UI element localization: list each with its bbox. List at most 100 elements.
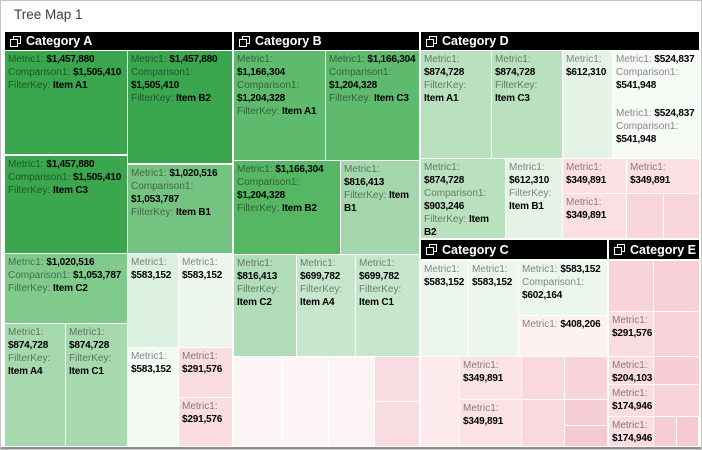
category-header-category-e[interactable]: Category E — [609, 240, 699, 259]
cell-e-small-5[interactable] — [654, 385, 699, 416]
category-header-category-a[interactable]: Category A — [5, 32, 232, 50]
cell-field: Metric1: $1,457,880 — [8, 159, 95, 170]
cell-field: Metric1: $291,576 — [182, 401, 223, 425]
cell-field: Metric1: $1,457,880 — [8, 54, 95, 65]
category-header-category-d[interactable]: Category D — [421, 32, 699, 50]
cell-a-item-c1[interactable]: Metric1: $874,728 FilterKey: Item C1 — [66, 324, 127, 446]
cell-c-583152-2[interactable]: Metric1: $583,152 — [469, 261, 518, 356]
page-title: Tree Map 1 — [14, 7, 83, 22]
cell-c-small-4[interactable] — [522, 400, 564, 446]
cell-d-item-a1[interactable]: Metric1: $874,728 FilterKey: Item A1 — [421, 51, 491, 158]
cell-field: Metric1: $174,946 — [612, 388, 653, 412]
cell-e-small-6[interactable] — [654, 417, 676, 446]
cell-e-174946-2[interactable]: Metric1: $174,946 — [609, 417, 653, 446]
cell-field: Comparison1: $1,053,787 — [131, 181, 194, 205]
cell-field: Metric1: $583,152 — [522, 264, 601, 275]
category-header-label: Category C — [442, 242, 509, 257]
cell-a-291576-2[interactable]: Metric1: $291,576 — [179, 398, 232, 446]
cell-field: Metric1: $349,891 — [463, 360, 504, 384]
cell-a-583152-1[interactable]: Metric1: $583,152 — [128, 254, 178, 347]
cell-field: Metric1: $874,728 — [8, 327, 49, 351]
cell-c-small-5[interactable] — [565, 400, 607, 425]
cell-d-item-b1[interactable]: Metric1: $612,310 FilterKey: Item B1 — [506, 159, 562, 238]
cell-field: Metric1: $408,206 — [522, 319, 601, 330]
cell-field: FilterKey: Item B2 — [131, 93, 211, 104]
cell-e-small-2[interactable] — [654, 261, 699, 311]
cell-d-small-2[interactable] — [664, 194, 699, 238]
cell-b-small-5[interactable] — [375, 402, 419, 446]
cell-a-item-a1[interactable]: Metric1: $1,457,880 Comparison1: $1,505,4… — [5, 51, 127, 154]
cell-c-583152-3[interactable]: Metric1: $583,152 Comparison1: $602,164 — [519, 261, 607, 315]
cell-d-item-c3[interactable]: Metric1: $874,728 FilterKey: Item C3 — [492, 51, 562, 158]
cell-c-small-2[interactable] — [522, 357, 564, 399]
cell-d-349891-2[interactable]: Metric1: $349,891 — [627, 159, 699, 193]
cell-e-174946-1[interactable]: Metric1: $174,946 — [609, 385, 653, 416]
cell-a-item-c2[interactable]: Metric1: $1,020,516 Comparison1: $1,053,7… — [5, 254, 127, 323]
cell-field: FilterKey: Item C1 — [69, 353, 112, 377]
cell-field: Comparison1: $1,505,410 — [8, 67, 122, 78]
cell-d-small-1[interactable] — [627, 194, 663, 238]
cell-field: Comparison1: $1,505,410 — [8, 172, 122, 183]
cell-e-204103[interactable]: Metric1: $204,103 — [609, 357, 653, 384]
cell-field: Comparison1: $903,246 — [424, 188, 487, 212]
cell-field: Metric1: $349,891 — [630, 162, 671, 186]
cell-c-349891-1[interactable]: Metric1: $349,891 — [460, 357, 521, 399]
cell-field: Metric1: $204,103 — [612, 360, 653, 384]
category-header-category-b[interactable]: Category B — [234, 32, 419, 50]
cell-a-583152-2[interactable]: Metric1: $583,152 — [179, 254, 232, 347]
category-header-label: Category B — [255, 34, 322, 48]
cell-c-small-1[interactable] — [421, 357, 459, 446]
cell-b-small-4[interactable] — [375, 357, 419, 401]
cell-c-408206[interactable]: Metric1: $408,206 — [519, 316, 607, 356]
cell-d-524837-2[interactable]: Metric1: $524,837 Comparison1: $541,948 — [613, 105, 699, 158]
cell-field: Comparison1: $1,204,328 — [237, 177, 300, 201]
drill-icon — [426, 35, 437, 47]
cell-field: FilterKey: Item C3 — [495, 80, 538, 104]
cell-field: Comparison1: $541,948 — [616, 121, 679, 145]
cell-c-small-6[interactable] — [565, 426, 607, 446]
cell-d-612310-1[interactable]: Metric1: $612,310 — [563, 51, 612, 158]
cell-field: Comparison1: $541,948 — [616, 67, 679, 91]
cell-d-349891-1[interactable]: Metric1: $349,891 — [563, 159, 626, 193]
cell-b-item-c2[interactable]: Metric1: $816,413 FilterKey: Item C2 — [234, 255, 296, 356]
cell-field: FilterKey: Item A1 — [424, 80, 467, 104]
cell-e-small-7[interactable] — [677, 417, 698, 446]
cell-a-item-b2[interactable]: Metric1: $1,457,880 Comparison1: $1,505,4… — [128, 51, 232, 163]
cell-field: Comparison1: $1,204,328 — [237, 80, 300, 104]
cell-c-349891-2[interactable]: Metric1: $349,891 — [460, 400, 521, 446]
cell-field: Metric1: $583,152 — [131, 257, 172, 281]
cell-field: Metric1: $583,152 — [182, 257, 223, 281]
cell-e-small-4[interactable] — [654, 357, 699, 384]
cell-d-349891-3[interactable]: Metric1: $349,891 — [563, 194, 626, 238]
cell-a-item-c3[interactable]: Metric1: $1,457,880 Comparison1: $1,505,4… — [5, 156, 127, 253]
cell-b-item-c1[interactable]: Metric1: $699,782 FilterKey: Item C1 — [356, 255, 419, 356]
cell-e-small-1[interactable] — [609, 261, 653, 311]
cell-d-item-b2[interactable]: Metric1: $874,728 Comparison1: $903,246 Fi… — [421, 159, 505, 238]
cell-b-small-1[interactable] — [234, 357, 282, 446]
cell-a-item-b1[interactable]: Metric1: $1,020,516 Comparison1: $1,053,7… — [128, 165, 232, 253]
cell-field: Metric1: $1,020,516 — [8, 257, 95, 268]
cell-b-item-a1[interactable]: Metric1: $1,166,304 Comparison1: $1,204,3… — [234, 51, 325, 160]
cell-b-item-a4[interactable]: Metric1: $699,782 FilterKey: Item A4 — [297, 255, 355, 356]
cell-b-item-c3[interactable]: Metric1: $1,166,304 Comparison1: $1,204,3… — [326, 51, 419, 160]
cell-c-small-3[interactable] — [565, 357, 607, 399]
cell-a-291576-1[interactable]: Metric1: $291,576 — [179, 348, 232, 397]
cell-b-item-b1[interactable]: Metric1: $816,413 FilterKey: Item B1 — [341, 161, 419, 254]
cell-b-small-3[interactable] — [329, 357, 374, 446]
cell-c-583152-1[interactable]: Metric1: $583,152 — [421, 261, 468, 356]
cell-b-small-2[interactable] — [283, 357, 328, 446]
drill-icon — [239, 35, 250, 47]
cell-b-item-b2[interactable]: Metric1: $1,166,304 Comparison1: $1,204,3… — [234, 161, 340, 254]
cell-field: FilterKey: Item A4 — [8, 353, 51, 377]
cell-a-583152-3[interactable]: Metric1: $583,152 — [128, 348, 178, 446]
cell-field: FilterKey: Item C3 — [329, 93, 409, 104]
category-header-category-c[interactable]: Category C — [421, 240, 607, 259]
cell-e-291576[interactable]: Metric1: $291,576 — [609, 312, 653, 356]
category-header-label: Category D — [442, 34, 509, 48]
drill-icon — [614, 244, 625, 255]
cell-d-524837-1[interactable]: Metric1: $524,837 Comparison1: $541,948 — [613, 51, 699, 104]
drill-icon — [426, 244, 437, 255]
cell-a-item-a4[interactable]: Metric1: $874,728 FilterKey: Item A4 — [5, 324, 65, 446]
cell-e-small-3[interactable] — [654, 312, 699, 356]
